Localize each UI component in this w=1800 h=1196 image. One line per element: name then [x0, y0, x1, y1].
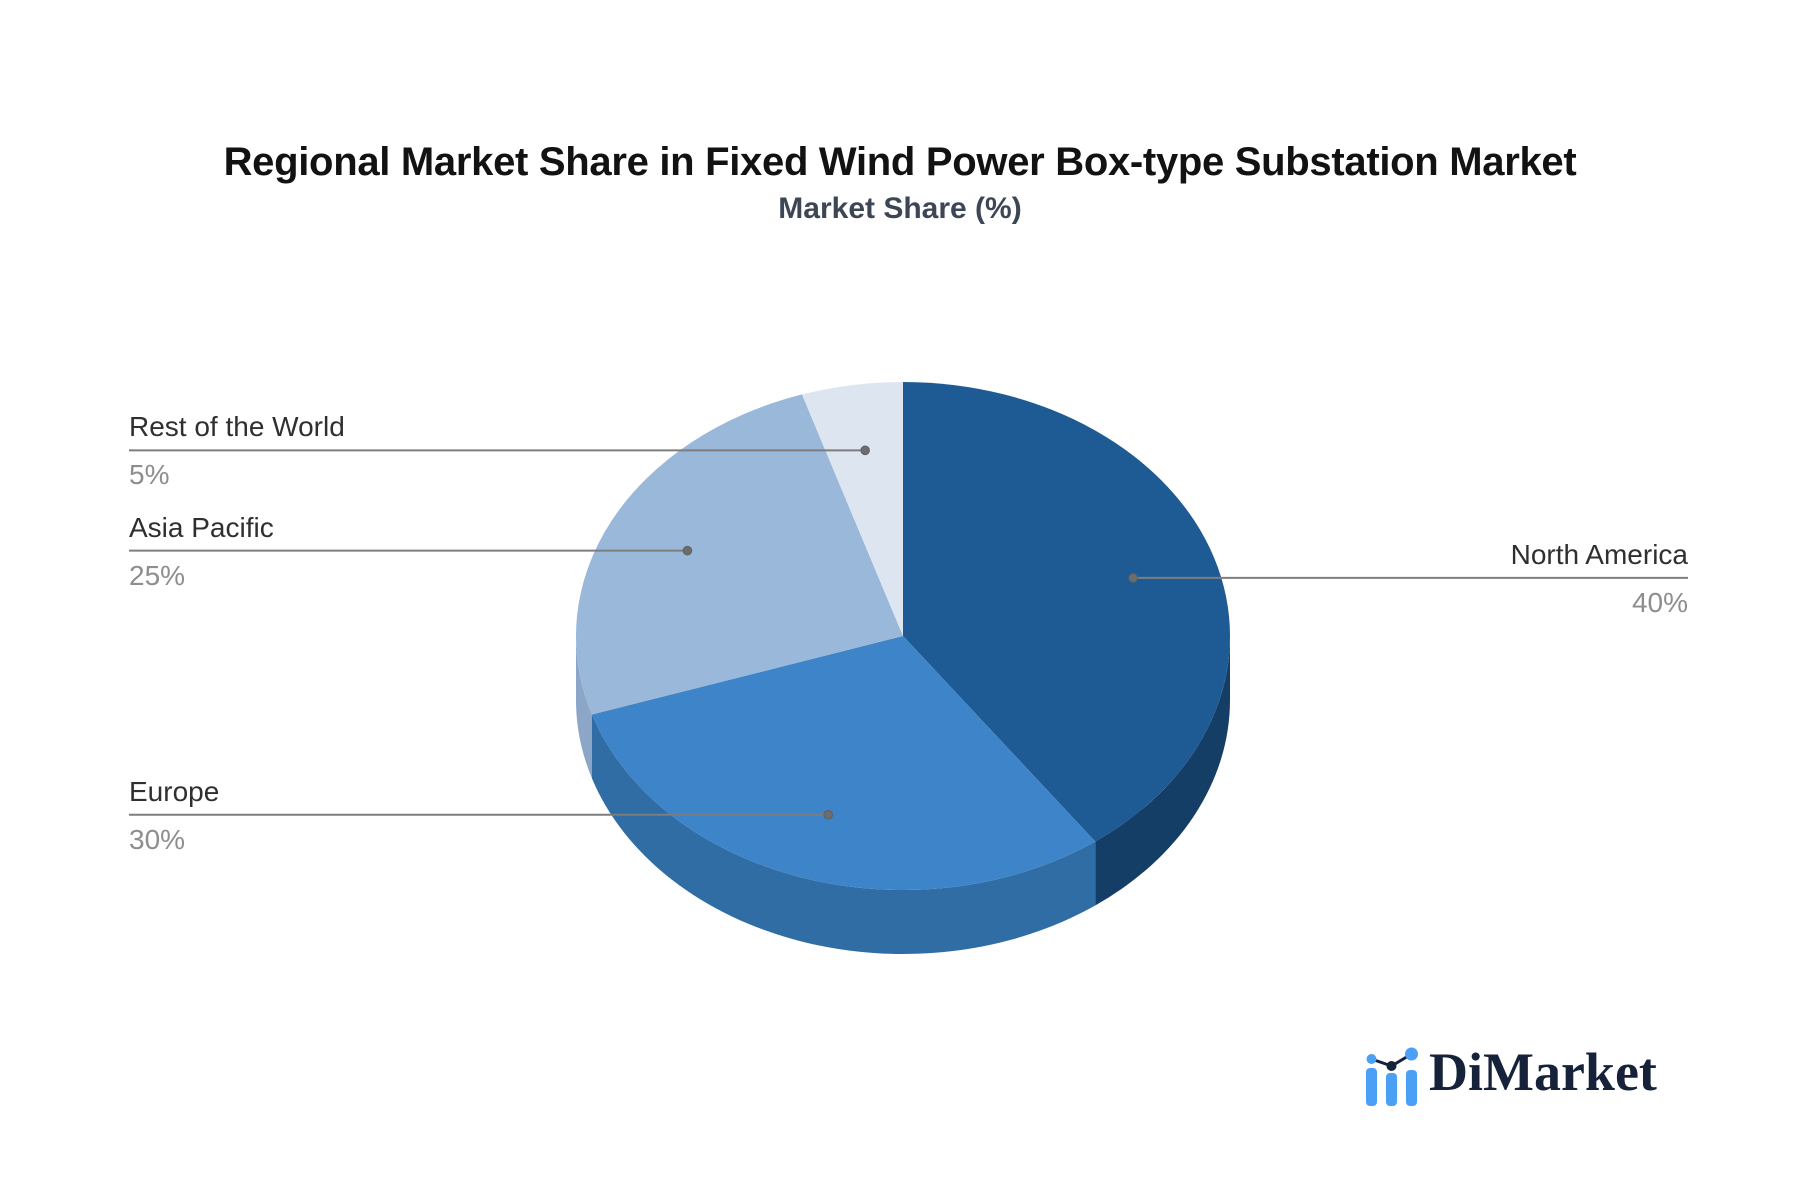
- callout-value-asia-pacific: 25%: [129, 559, 186, 591]
- pie-slice-side-north-america: [1095, 636, 1230, 906]
- brand-logo: DiMarket: [1364, 1042, 1657, 1108]
- chart-subtitle: Market Share (%): [778, 192, 1022, 225]
- callout-label-rest-of-the-world: Rest of the World: [129, 411, 345, 443]
- callout-label-north-america: North America: [1510, 538, 1688, 570]
- brand-name: DiMarket: [1429, 1042, 1657, 1102]
- bar-chart-trend-icon: [1366, 1047, 1418, 1106]
- callout-value-europe: 30%: [129, 823, 186, 855]
- callout-value-north-america: 40%: [1631, 586, 1688, 618]
- logo-trend-dot: [1366, 1054, 1377, 1064]
- callout-value-rest-of-the-world: 5%: [129, 459, 170, 491]
- chart-title: Regional Market Share in Fixed Wind Powe…: [223, 140, 1577, 184]
- pie-slice-asia-pacific: [576, 394, 903, 715]
- logo-trend-dot: [1405, 1047, 1418, 1061]
- pie-slice-side-europe: [592, 714, 1096, 954]
- pie-slice-europe: [592, 636, 1096, 890]
- pie-slice-side-asia-pacific: [576, 636, 593, 779]
- logo-trend-dot: [1386, 1061, 1397, 1071]
- pie-slice-rest-of-the-world: [801, 382, 903, 636]
- logo-bars: [1366, 1068, 1417, 1106]
- callout-dot-europe: [823, 809, 834, 820]
- callout-dot-north-america: [1128, 573, 1138, 583]
- callout-label-europe: Europe: [129, 775, 220, 807]
- callout-dot-rest-of-the-world: [860, 445, 870, 456]
- callout-dot-asia-pacific: [682, 545, 693, 556]
- callout-label-asia-pacific: Asia Pacific: [129, 511, 274, 543]
- pie-slice-north-america: [903, 382, 1231, 842]
